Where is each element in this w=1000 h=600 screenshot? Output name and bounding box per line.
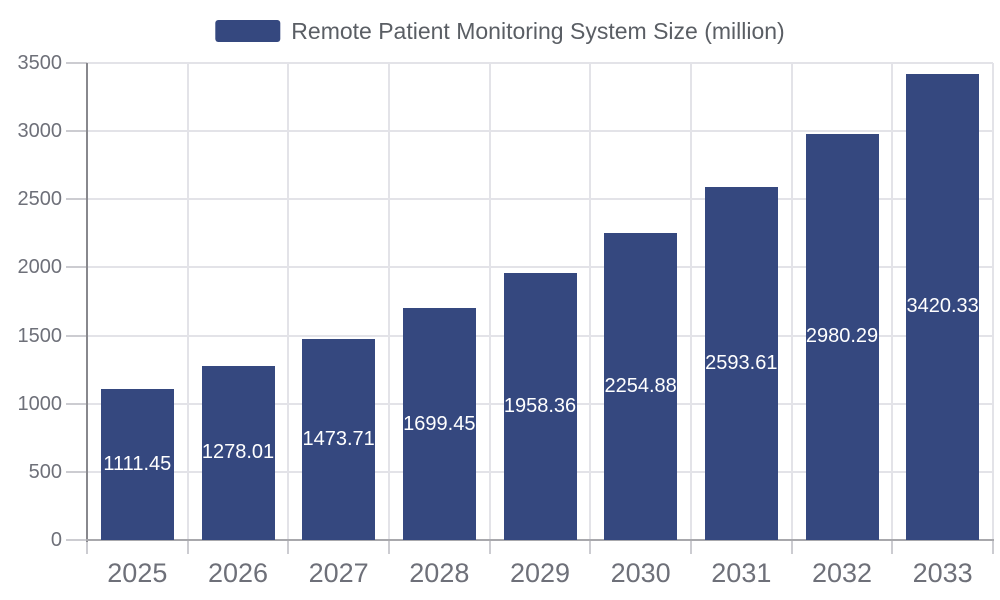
y-axis-tick xyxy=(66,470,87,473)
bar[interactable]: 2593.61 xyxy=(704,186,778,540)
bar-value-label: 1699.45 xyxy=(403,412,476,435)
bar-value-label: 1278.01 xyxy=(201,441,275,464)
bar[interactable]: 1958.36 xyxy=(503,273,577,540)
x-axis-tick-label: 2030 xyxy=(610,558,671,588)
x-axis-tick xyxy=(992,540,994,554)
legend-swatch xyxy=(215,20,281,42)
y-axis-tick xyxy=(66,198,87,201)
grid-line-horizontal xyxy=(87,198,993,201)
grid-line-vertical xyxy=(388,63,390,540)
x-axis-tick xyxy=(86,540,88,554)
x-axis-tick xyxy=(287,540,290,554)
x-axis-tick-label: 2031 xyxy=(711,558,772,588)
grid-line-vertical xyxy=(589,63,592,540)
y-axis-tick xyxy=(66,402,87,405)
x-axis-tick xyxy=(690,540,692,554)
y-axis-tick xyxy=(66,266,87,269)
y-axis-tick xyxy=(66,539,87,541)
bar-value-label: 2593.61 xyxy=(705,351,778,374)
legend[interactable]: Remote Patient Monitoring System Size (m… xyxy=(215,17,785,45)
x-axis-tick-label: 2033 xyxy=(912,558,973,588)
y-axis-tick-label: 1500 xyxy=(17,324,63,347)
grid-line-horizontal xyxy=(87,266,993,269)
y-axis-tick xyxy=(66,334,87,337)
x-axis-tick-label: 2026 xyxy=(207,558,269,588)
bar[interactable]: 1699.45 xyxy=(402,308,476,540)
bar[interactable]: 3420.33 xyxy=(906,73,980,540)
grid-line-horizontal xyxy=(87,62,993,64)
x-axis-tick xyxy=(388,540,390,554)
bar-value-label: 1473.71 xyxy=(302,428,375,451)
bar-value-label: 2254.88 xyxy=(604,374,677,397)
bar[interactable]: 2980.29 xyxy=(805,133,879,540)
bar[interactable]: 1111.45 xyxy=(100,388,174,540)
grid-line-vertical xyxy=(690,63,692,540)
bar-value-label: 2980.29 xyxy=(805,325,879,348)
x-axis-tick-label: 2032 xyxy=(811,558,873,588)
grid-line-vertical xyxy=(992,63,994,540)
y-axis-tick-label: 3500 xyxy=(17,52,63,74)
y-axis-tick-label: 0 xyxy=(50,529,62,551)
grid-line-vertical xyxy=(891,63,894,540)
bar-value-label: 1958.36 xyxy=(503,395,577,418)
bar[interactable]: 1473.71 xyxy=(302,339,376,540)
x-axis-tick-label: 2029 xyxy=(509,558,571,588)
y-axis-tick-label: 3000 xyxy=(17,120,63,143)
bar-value-label: 3420.33 xyxy=(906,295,979,318)
grid-line-vertical xyxy=(186,63,189,540)
grid-line-vertical xyxy=(790,63,793,540)
grid-line-vertical xyxy=(287,63,290,540)
x-axis-tick xyxy=(790,540,793,554)
grid-line-horizontal xyxy=(87,130,993,133)
y-axis-tick xyxy=(66,62,87,64)
x-axis-tick xyxy=(488,540,491,554)
x-axis-tick xyxy=(186,540,189,554)
y-axis-tick-label: 2000 xyxy=(17,256,63,279)
x-axis-tick-label: 2028 xyxy=(409,558,470,588)
y-axis-tick-label: 2500 xyxy=(17,188,63,211)
x-axis-tick xyxy=(589,540,592,554)
bar-value-label: 1111.45 xyxy=(103,452,172,475)
bar[interactable]: 1278.01 xyxy=(201,365,275,540)
x-axis-tick xyxy=(891,540,894,554)
grid-line-vertical xyxy=(488,63,491,540)
x-axis-tick-label: 2025 xyxy=(107,558,168,588)
y-axis-line xyxy=(86,63,88,542)
x-axis-line xyxy=(86,539,994,541)
x-axis-tick-label: 2027 xyxy=(308,558,369,588)
legend-label: Remote Patient Monitoring System Size (m… xyxy=(291,18,785,44)
y-axis-tick-label: 500 xyxy=(28,460,62,483)
y-axis-tick xyxy=(66,130,87,133)
y-axis-tick-label: 1000 xyxy=(17,392,63,415)
bar[interactable]: 2254.88 xyxy=(604,232,678,540)
